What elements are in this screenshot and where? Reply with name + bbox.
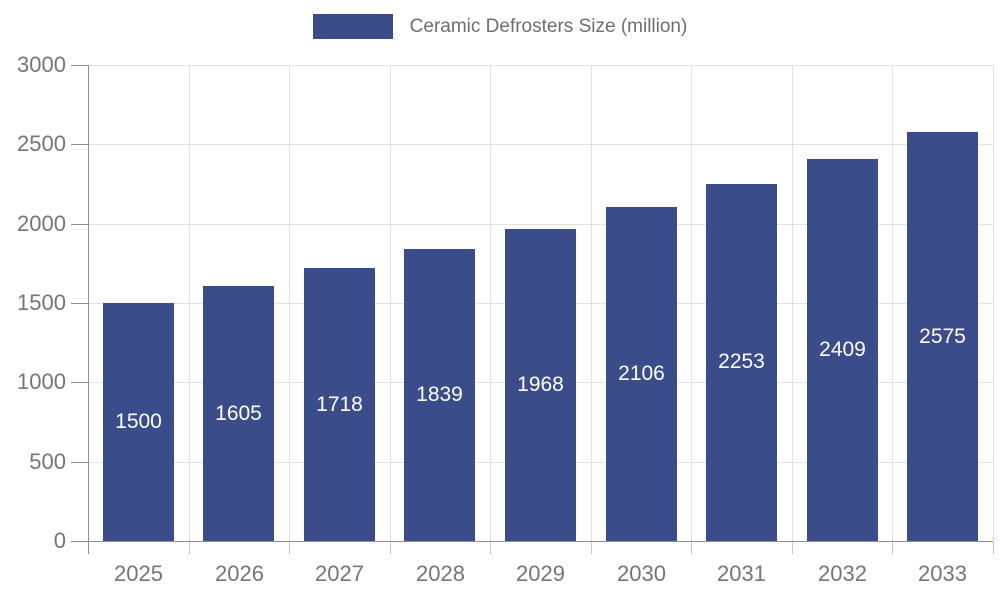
x-axis-line: [88, 541, 993, 542]
y-tick: [71, 382, 88, 384]
bar-value-label: 2106: [618, 361, 665, 385]
x-gridline: [892, 65, 894, 541]
bar-value-label: 1500: [115, 410, 162, 433]
x-tick: [389, 542, 391, 554]
y-tick-label: 3000: [17, 52, 66, 77]
y-tick-label: 1500: [17, 290, 66, 315]
legend-label: Ceramic Defrosters Size (million): [409, 15, 688, 37]
x-tick: [892, 542, 894, 554]
x-tick: [691, 542, 693, 554]
y-tick: [71, 541, 88, 542]
legend-swatch: [312, 14, 393, 39]
x-tick-label: 2031: [717, 561, 766, 586]
y-tick-label: 1000: [17, 369, 66, 395]
bar-value-label: 2575: [919, 324, 966, 348]
y-tick: [71, 303, 88, 304]
x-gridline: [993, 65, 994, 541]
bar: 1605: [203, 286, 274, 541]
bar: 1968: [505, 228, 576, 541]
x-tick: [289, 542, 291, 554]
y-gridline: [88, 65, 993, 66]
bar: 2409: [807, 158, 878, 541]
x-tick-label: 2029: [516, 561, 565, 586]
x-tick: [590, 542, 592, 554]
x-tick-label: 2027: [315, 561, 364, 586]
y-tick: [71, 461, 88, 463]
bar: 2575: [907, 132, 978, 541]
y-axis-line: [88, 65, 89, 554]
y-tick-label: 2000: [17, 210, 66, 236]
bar-value-label: 1839: [416, 383, 463, 407]
x-tick: [188, 542, 190, 554]
x-gridline: [289, 65, 291, 541]
y-tick-label: 500: [29, 448, 66, 474]
bar-value-label: 2253: [718, 350, 765, 374]
y-tick-label: 0: [53, 528, 66, 553]
y-gridline: [88, 144, 993, 146]
y-tick-label: 2500: [17, 131, 66, 157]
bar-value-label: 1718: [316, 392, 363, 416]
x-tick-label: 2025: [114, 561, 163, 586]
x-gridline: [490, 65, 492, 541]
bar: 1500: [103, 303, 174, 541]
x-tick-label: 2028: [416, 561, 465, 586]
bar-value-label: 2409: [819, 337, 866, 361]
x-gridline: [389, 65, 391, 541]
x-tick: [791, 542, 793, 554]
y-tick: [71, 223, 88, 225]
x-tick-label: 2032: [818, 561, 867, 586]
x-gridline: [791, 65, 793, 541]
legend: Ceramic Defrosters Size (million): [0, 14, 1000, 39]
bar-value-label: 1605: [215, 401, 262, 425]
y-tick: [71, 144, 88, 146]
x-tick-label: 2030: [617, 561, 666, 586]
x-tick: [993, 542, 994, 554]
y-gridline: [88, 223, 993, 225]
bar-value-label: 1968: [517, 372, 564, 396]
bar: 1839: [404, 249, 475, 541]
x-tick-label: 2033: [918, 561, 967, 586]
x-tick: [490, 542, 492, 554]
bar: 2253: [706, 183, 777, 541]
x-gridline: [590, 65, 592, 541]
x-gridline: [188, 65, 190, 541]
x-gridline: [691, 65, 693, 541]
x-tick-label: 2026: [215, 561, 264, 586]
y-tick: [71, 65, 88, 66]
bar: 1718: [304, 268, 375, 541]
bar: 2106: [606, 206, 677, 541]
